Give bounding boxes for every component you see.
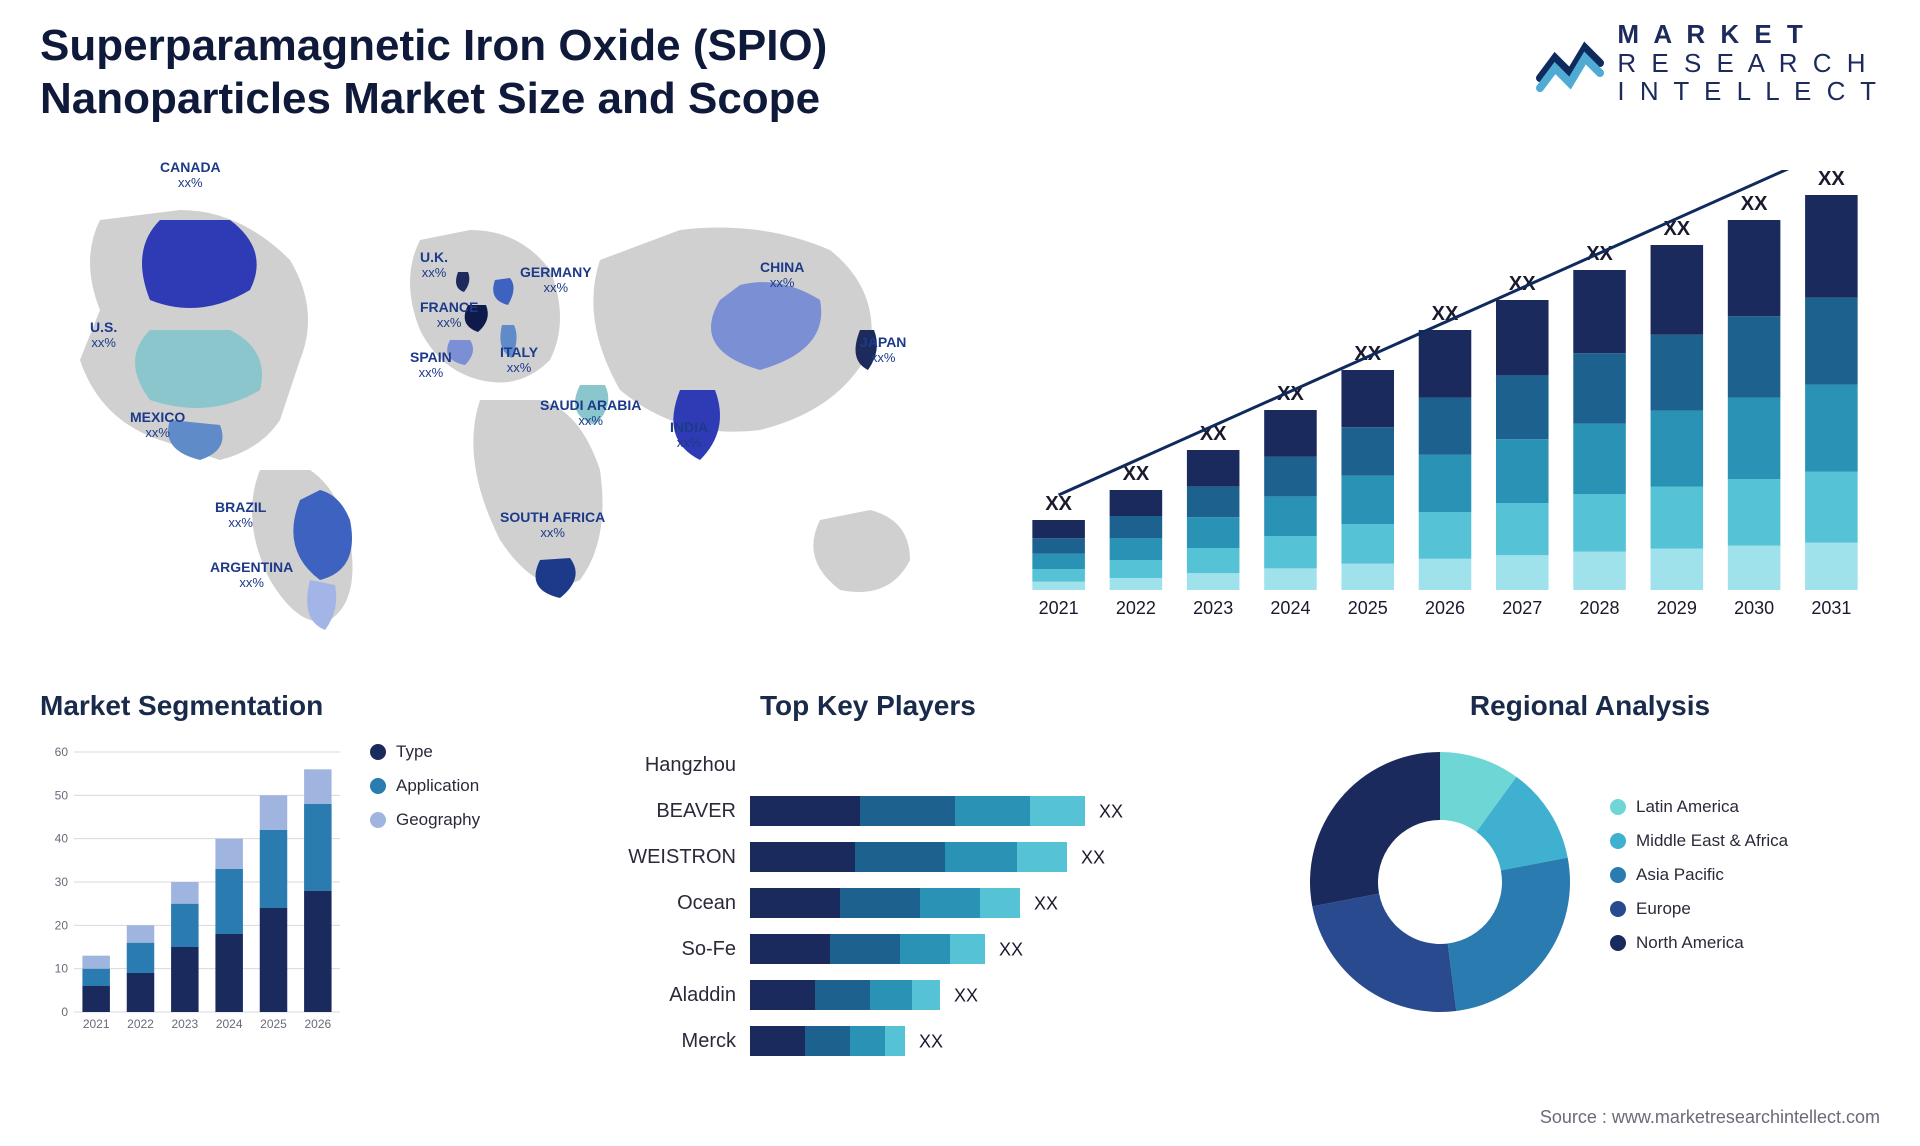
svg-text:XX: XX xyxy=(1818,170,1845,190)
svg-text:2030: 2030 xyxy=(1734,598,1774,618)
seg-legend-geography: Geography xyxy=(370,810,480,830)
growth-chart: XX2021XX2022XX2023XX2024XX2025XX2026XX20… xyxy=(1000,170,1870,630)
regional-legend-item: Europe xyxy=(1610,899,1788,919)
svg-text:XX: XX xyxy=(1081,848,1105,868)
growth-svg: XX2021XX2022XX2023XX2024XX2025XX2026XX20… xyxy=(1000,170,1870,630)
svg-text:10: 10 xyxy=(55,962,69,976)
regional-donut xyxy=(1300,742,1580,1022)
segmentation-legend: Type Application Geography xyxy=(370,742,480,844)
key-players-title: Top Key Players xyxy=(760,690,1260,722)
svg-text:2024: 2024 xyxy=(1270,598,1310,618)
svg-text:XX: XX xyxy=(1099,802,1123,822)
logo-line3: I N T E L L E C T xyxy=(1617,76,1880,106)
map-label-germany: GERMANYxx% xyxy=(520,265,592,296)
svg-text:XX: XX xyxy=(954,986,978,1006)
source-text: Source : www.marketresearchintellect.com xyxy=(1540,1107,1880,1128)
logo-line2: R E S E A R C H xyxy=(1617,48,1869,78)
regional-legend-item: Middle East & Africa xyxy=(1610,831,1788,851)
map-label-u-k-: U.K.xx% xyxy=(420,250,448,281)
svg-text:2026: 2026 xyxy=(1425,598,1465,618)
svg-text:2026: 2026 xyxy=(304,1017,331,1031)
svg-text:20: 20 xyxy=(55,918,69,932)
segmentation-section: Market Segmentation 0 10 20 30 40 50 60 2021 202… xyxy=(40,690,580,1042)
regional-section: Regional Analysis Latin America Middle Ea… xyxy=(1300,690,1880,1022)
svg-text:50: 50 xyxy=(55,788,69,802)
svg-text:2031: 2031 xyxy=(1811,598,1851,618)
brand-logo: M A R K E T R E S E A R C H I N T E L L … xyxy=(1535,20,1880,106)
svg-text:XX: XX xyxy=(919,1032,943,1052)
svg-text:2023: 2023 xyxy=(1193,598,1233,618)
page-title: Superparamagnetic Iron Oxide (SPIO) Nano… xyxy=(40,20,940,126)
player-label: WEISTRON xyxy=(610,834,736,880)
svg-text:2025: 2025 xyxy=(1348,598,1388,618)
logo-icon xyxy=(1535,33,1605,93)
svg-text:2021: 2021 xyxy=(1039,598,1079,618)
svg-text:0: 0 xyxy=(61,1005,68,1019)
svg-text:2029: 2029 xyxy=(1657,598,1697,618)
player-label: Hangzhou xyxy=(610,742,736,788)
map-label-saudi-arabia: SAUDI ARABIAxx% xyxy=(540,398,641,429)
seg-legend-application: Application xyxy=(370,776,480,796)
map-label-argentina: ARGENTINAxx% xyxy=(210,560,293,591)
map-label-italy: ITALYxx% xyxy=(500,345,538,376)
key-players-chart: XX XX XX XX XX XX xyxy=(750,742,1230,1072)
key-players-labels: HangzhouBEAVERWEISTRONOceanSo-FeAladdinM… xyxy=(610,742,750,1072)
svg-text:2027: 2027 xyxy=(1502,598,1542,618)
map-label-france: FRANCExx% xyxy=(420,300,478,331)
svg-text:2022: 2022 xyxy=(1116,598,1156,618)
svg-text:2023: 2023 xyxy=(171,1017,198,1031)
svg-text:XX: XX xyxy=(1045,493,1072,515)
regional-title: Regional Analysis xyxy=(1300,690,1880,722)
svg-text:30: 30 xyxy=(55,875,69,889)
svg-text:XX: XX xyxy=(1741,193,1768,215)
logo-text: M A R K E T R E S E A R C H I N T E L L … xyxy=(1617,20,1880,106)
player-label: Aladdin xyxy=(610,972,736,1018)
header: Superparamagnetic Iron Oxide (SPIO) Nano… xyxy=(40,20,1880,126)
map-label-u-s-: U.S.xx% xyxy=(90,320,117,351)
player-label: Merck xyxy=(610,1018,736,1064)
svg-text:60: 60 xyxy=(55,745,69,759)
map-label-brazil: BRAZILxx% xyxy=(215,500,266,531)
svg-text:XX: XX xyxy=(1034,894,1058,914)
svg-text:2021: 2021 xyxy=(83,1017,110,1031)
segmentation-title: Market Segmentation xyxy=(40,690,580,722)
map-label-china: CHINAxx% xyxy=(760,260,804,291)
regional-legend-item: Latin America xyxy=(1610,797,1788,817)
regional-legend-item: North America xyxy=(1610,933,1788,953)
segmentation-chart: 0 10 20 30 40 50 60 2021 2022 2023 2024 2025 2026 xyxy=(40,742,340,1042)
map-label-spain: SPAINxx% xyxy=(410,350,452,381)
regional-legend-item: Asia Pacific xyxy=(1610,865,1788,885)
seg-legend-type: Type xyxy=(370,742,480,762)
svg-text:40: 40 xyxy=(55,832,69,846)
svg-text:2025: 2025 xyxy=(260,1017,287,1031)
key-players-section: Top Key Players HangzhouBEAVERWEISTRONOc… xyxy=(610,690,1260,1072)
map-label-japan: JAPANxx% xyxy=(860,335,906,366)
regional-legend: Latin America Middle East & Africa Asia Pa… xyxy=(1610,797,1788,967)
svg-text:2022: 2022 xyxy=(127,1017,154,1031)
svg-text:XX: XX xyxy=(1123,463,1150,485)
world-map: CANADAxx% U.S.xx% MEXICOxx% BRAZILxx% ARGENT… xyxy=(40,160,960,660)
map-label-canada: CANADAxx% xyxy=(160,160,221,191)
svg-text:XX: XX xyxy=(999,940,1023,960)
map-label-mexico: MEXICOxx% xyxy=(130,410,185,441)
player-label: So-Fe xyxy=(610,926,736,972)
map-label-india: INDIAxx% xyxy=(670,420,708,451)
svg-text:2024: 2024 xyxy=(216,1017,243,1031)
logo-line1: M A R K E T xyxy=(1617,20,1880,49)
svg-text:2028: 2028 xyxy=(1580,598,1620,618)
player-label: Ocean xyxy=(610,880,736,926)
map-label-south-africa: SOUTH AFRICAxx% xyxy=(500,510,605,541)
player-label: BEAVER xyxy=(610,788,736,834)
